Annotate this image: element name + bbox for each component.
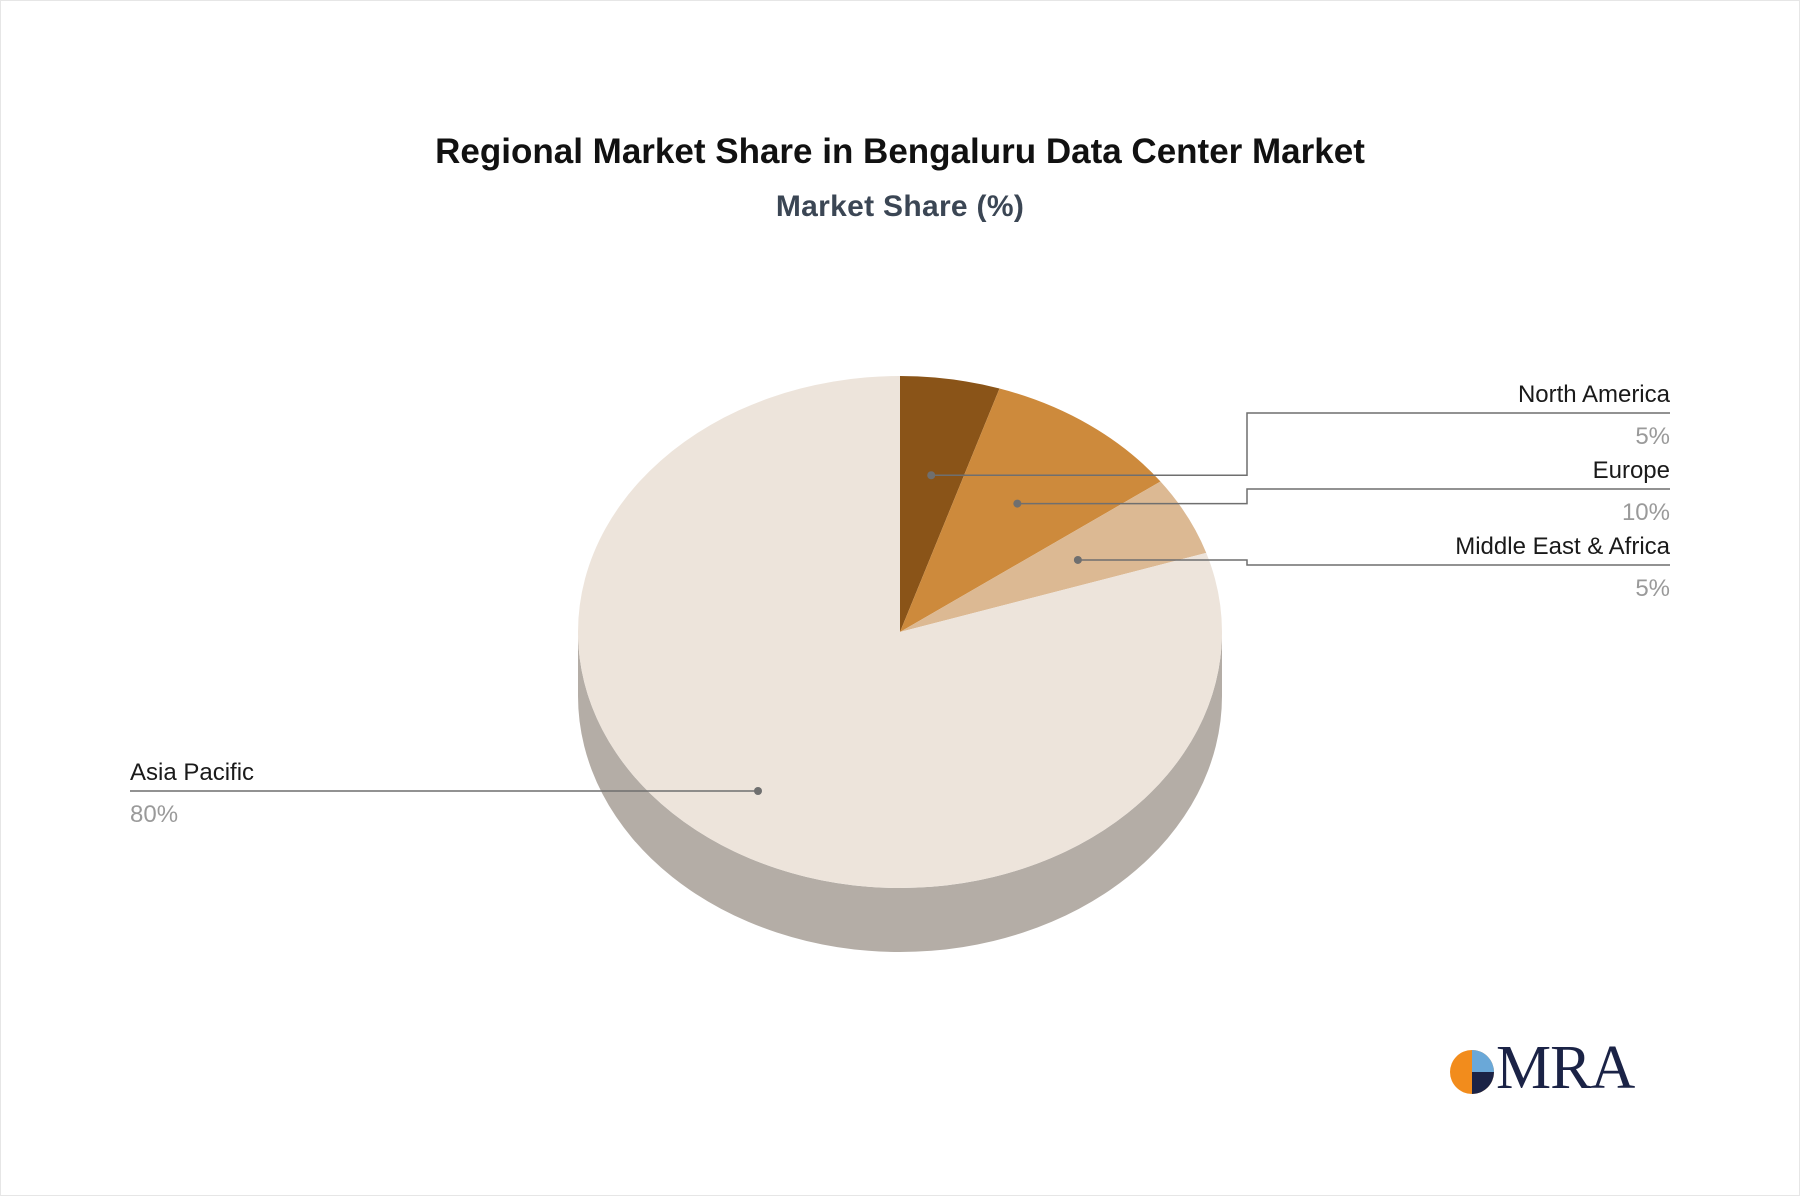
slice-middle-east-africa: [900, 481, 1207, 632]
label-north-america: North America: [1518, 381, 1671, 408]
value-label-north-america: 5%: [1635, 423, 1670, 450]
mra-logo: MRA: [1448, 1036, 1648, 1104]
chart-title: Regional Market Share in Bengaluru Data …: [435, 132, 1365, 171]
slice-north-america: [900, 376, 1000, 632]
value-label-asia-pacific: 80%: [130, 801, 178, 828]
leader-dot-asia-pacific: [754, 787, 762, 795]
label-europe: Europe: [1593, 457, 1670, 484]
leader-dot-north-america: [927, 471, 936, 480]
pie-side: [578, 632, 1222, 952]
slice-europe: [900, 388, 1161, 632]
leader-line-middle-east-africa: [1077, 559, 1670, 566]
leader-dot-middle-east-africa: [1073, 555, 1082, 564]
leader-line-europe: [1017, 488, 1670, 505]
value-label-middle-east-africa: 5%: [1635, 575, 1670, 602]
value-label-europe: 10%: [1622, 499, 1670, 526]
logo-pie-icon: [1450, 1050, 1494, 1094]
label-asia-pacific: Asia Pacific: [130, 759, 254, 786]
slice-asia-pacific: [578, 376, 1222, 888]
leader-dot-europe: [1013, 499, 1022, 508]
leader-line-north-america: [931, 412, 1670, 476]
label-middle-east-africa: Middle East & Africa: [1455, 533, 1670, 560]
chart-subtitle: Market Share (%): [775, 190, 1025, 223]
logo-text: MRA: [1496, 1034, 1635, 1102]
